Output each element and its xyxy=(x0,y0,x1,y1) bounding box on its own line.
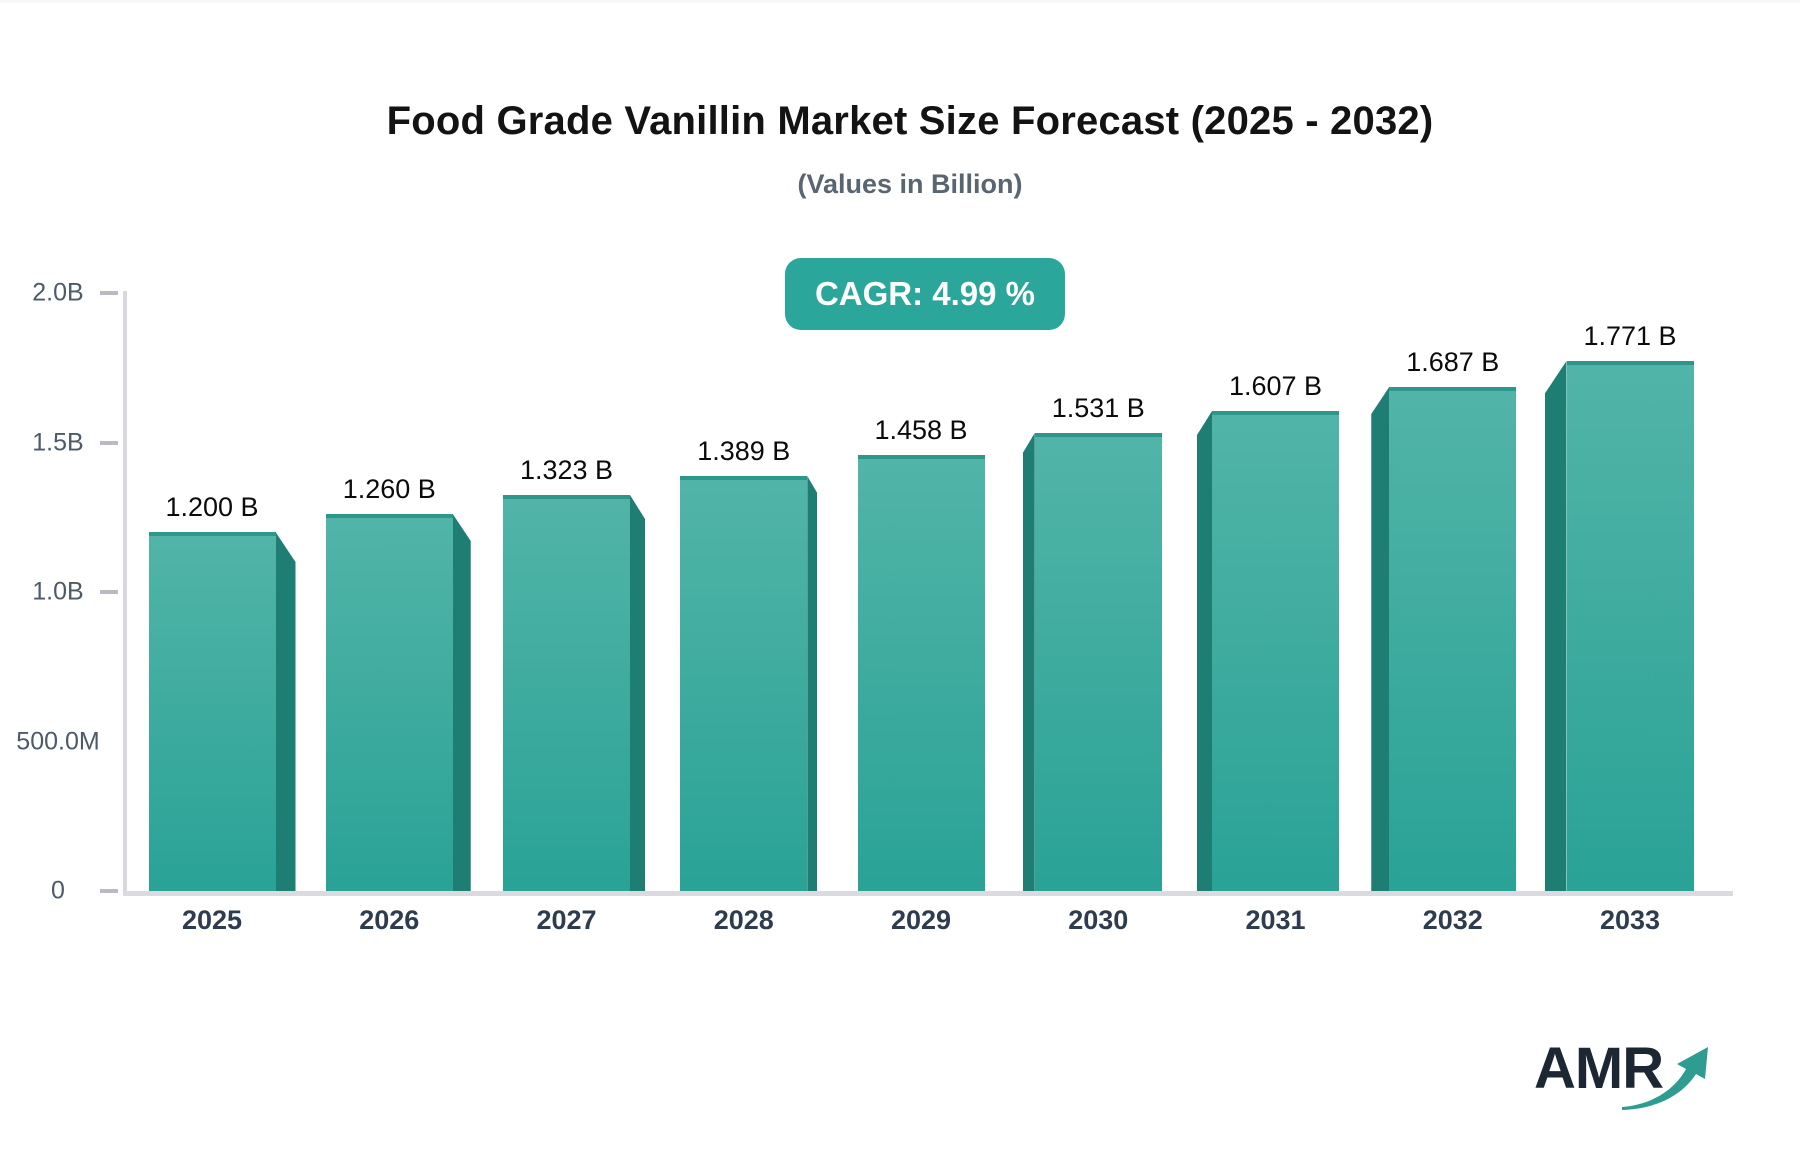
bar-value-label: 1.771 B xyxy=(1583,321,1677,351)
bar-value-label: 1.260 B xyxy=(342,474,436,504)
bar-value-label: 1.607 B xyxy=(1228,371,1323,401)
amr-logo: AMR xyxy=(1534,1035,1714,1115)
y-tick-label: 1.5B xyxy=(32,428,84,456)
bar-2025[interactable] xyxy=(148,532,276,891)
bar-value-label: 1.323 B xyxy=(519,455,614,485)
bar-side-face xyxy=(1371,387,1390,891)
amr-logo-text: AMR xyxy=(1534,1036,1664,1101)
bar-2027[interactable] xyxy=(503,495,630,891)
bar-2029[interactable] xyxy=(857,455,985,891)
y-tick-label: 2.0B xyxy=(32,278,84,307)
bar-2030[interactable] xyxy=(1034,433,1162,891)
x-tick-label-2031: 2031 xyxy=(1245,905,1306,935)
bar-value-label: 1.200 B xyxy=(165,492,259,522)
y-tick-mark xyxy=(100,440,118,445)
bar-side-face xyxy=(630,495,645,891)
bar-side-face xyxy=(1022,433,1035,891)
y-tick-mark xyxy=(100,889,118,893)
y-tick-label: 0 xyxy=(51,876,65,905)
bar-2026[interactable] xyxy=(325,514,453,891)
bar-value-label: 1.687 B xyxy=(1406,347,1500,377)
x-tick-label-2033: 2033 xyxy=(1599,905,1661,935)
bar-value-label: 1.458 B xyxy=(874,415,968,445)
bar-2033[interactable] xyxy=(1566,361,1694,891)
chart-subtitle: (Values in Billion) xyxy=(797,169,1023,199)
bar-value-label: 1.531 B xyxy=(1051,393,1145,423)
bar-2028[interactable] xyxy=(680,476,808,891)
bar-side-face xyxy=(1197,411,1212,891)
y-tick-mark xyxy=(100,590,118,594)
bar-2032[interactable] xyxy=(1389,387,1517,891)
x-tick-label-2027: 2027 xyxy=(536,905,597,935)
y-tick-label: 1.0B xyxy=(32,577,84,606)
y-tick-label: 500.0M xyxy=(16,727,100,755)
bar-value-label: 1.389 B xyxy=(697,436,791,466)
bar-2031[interactable] xyxy=(1212,411,1339,891)
y-tick-mark xyxy=(100,291,118,295)
x-tick-label-2026: 2026 xyxy=(359,905,420,935)
bar-side-face xyxy=(1544,361,1567,891)
bar-side-face xyxy=(807,476,818,891)
growth-arrow-icon xyxy=(1622,1047,1708,1110)
x-tick-label-2025: 2025 xyxy=(181,905,243,935)
chart-title: Food Grade Vanillin Market Size Forecast… xyxy=(386,99,1434,143)
y-axis-line xyxy=(123,291,127,894)
x-axis-line xyxy=(123,891,1733,896)
x-tick-label-2032: 2032 xyxy=(1422,905,1483,935)
bar-side-face xyxy=(275,532,296,891)
x-tick-label-2029: 2029 xyxy=(890,905,952,935)
x-tick-label-2030: 2030 xyxy=(1068,905,1129,935)
x-tick-label-2028: 2028 xyxy=(713,905,774,935)
bar-side-face xyxy=(452,514,471,891)
cagr-badge: CAGR: 4.99 % xyxy=(784,258,1066,330)
